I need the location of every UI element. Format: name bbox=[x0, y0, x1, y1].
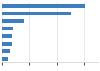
Bar bbox=[2, 27, 13, 30]
Bar bbox=[2, 4, 85, 8]
Bar bbox=[2, 34, 12, 38]
Bar bbox=[2, 12, 71, 15]
Bar bbox=[2, 49, 10, 53]
Bar bbox=[2, 19, 24, 23]
Bar bbox=[2, 42, 12, 46]
Bar bbox=[2, 57, 8, 61]
